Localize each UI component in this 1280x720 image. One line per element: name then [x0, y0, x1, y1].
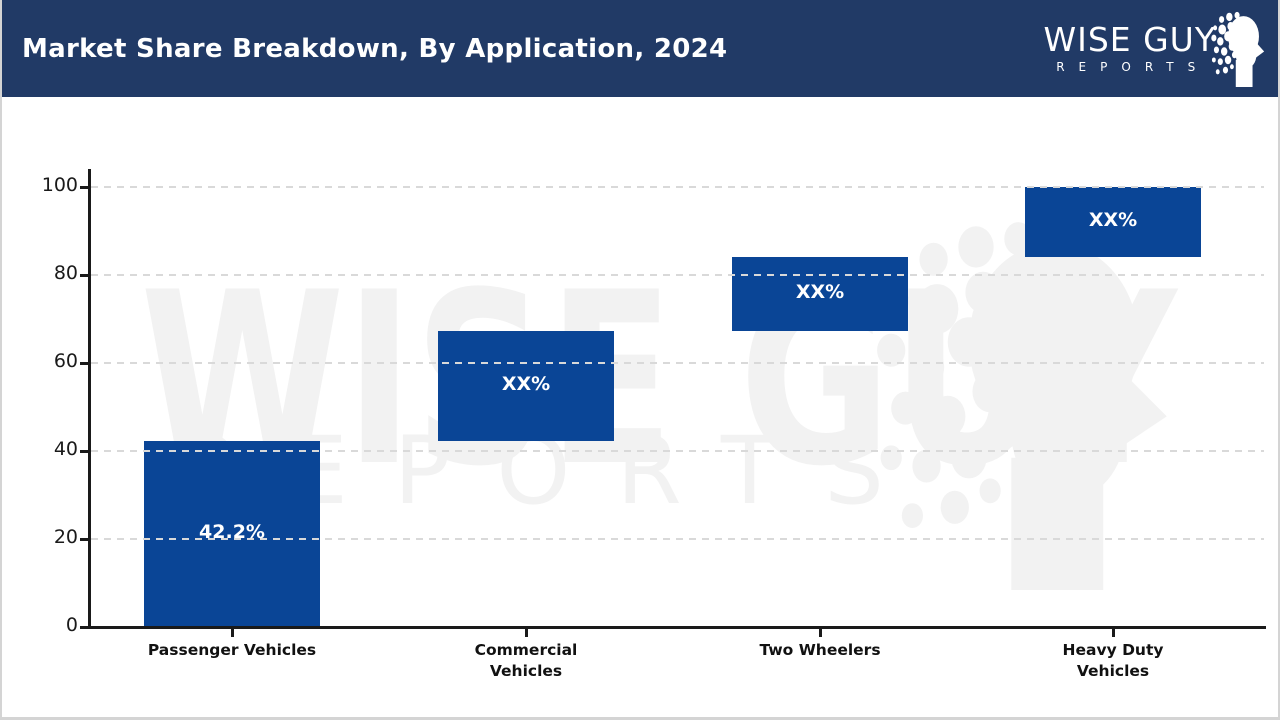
bar-passenger-vehicles	[144, 441, 320, 627]
bar-value-label: XX%	[795, 280, 845, 303]
x-axis-tick	[1112, 629, 1115, 637]
y-axis-tick	[80, 537, 89, 541]
x-axis-label: Two Wheelers	[759, 641, 881, 659]
y-axis-tick-label: 80	[53, 262, 78, 284]
y-axis-tick	[80, 449, 89, 453]
page-title: Market Share Breakdown, By Application, …	[22, 33, 728, 64]
bar-commercial-vehicles	[438, 330, 614, 442]
y-axis-tick-label: 0	[65, 614, 78, 636]
gridline	[91, 274, 1264, 276]
y-axis-tick-label: 60	[53, 350, 78, 372]
x-axis-label: Commercial Vehicles	[474, 641, 578, 680]
logo-subtext: REPORTS	[1056, 60, 1210, 74]
y-axis-tick-label: 40	[53, 438, 78, 460]
wise-guy-logo: WISE GUY REPORTS	[1043, 11, 1268, 87]
y-axis-tick-label: 20	[53, 526, 78, 548]
x-axis-tick	[231, 629, 234, 637]
x-axis-tick	[525, 629, 528, 637]
gridline	[91, 186, 1264, 188]
x-axis-label: Passenger Vehicles	[147, 641, 317, 659]
y-axis-line	[88, 169, 91, 629]
gridline	[91, 450, 1264, 452]
y-axis-tick	[80, 185, 89, 189]
header-bar: Market Share Breakdown, By Application, …	[2, 0, 1278, 97]
x-axis-tick	[819, 629, 822, 637]
bar-value-label: XX%	[1088, 208, 1138, 231]
gridline	[91, 362, 1264, 364]
y-axis-tick	[80, 361, 89, 365]
y-axis-tick-label: 100	[41, 174, 78, 196]
bar-value-label: XX%	[501, 373, 551, 396]
gridline	[91, 538, 1264, 540]
y-axis-tick	[80, 625, 89, 629]
x-axis-label: Heavy Duty Vehicles	[1062, 641, 1164, 680]
logo-wordmark: WISE GUY	[1043, 20, 1216, 59]
y-axis-tick	[80, 273, 89, 277]
logo-face-icon	[1211, 11, 1265, 87]
bar-value-label: 42.2%	[199, 521, 265, 544]
x-axis-line	[88, 626, 1266, 629]
logo-wordmark-block: WISE GUY REPORTS	[1043, 20, 1216, 75]
